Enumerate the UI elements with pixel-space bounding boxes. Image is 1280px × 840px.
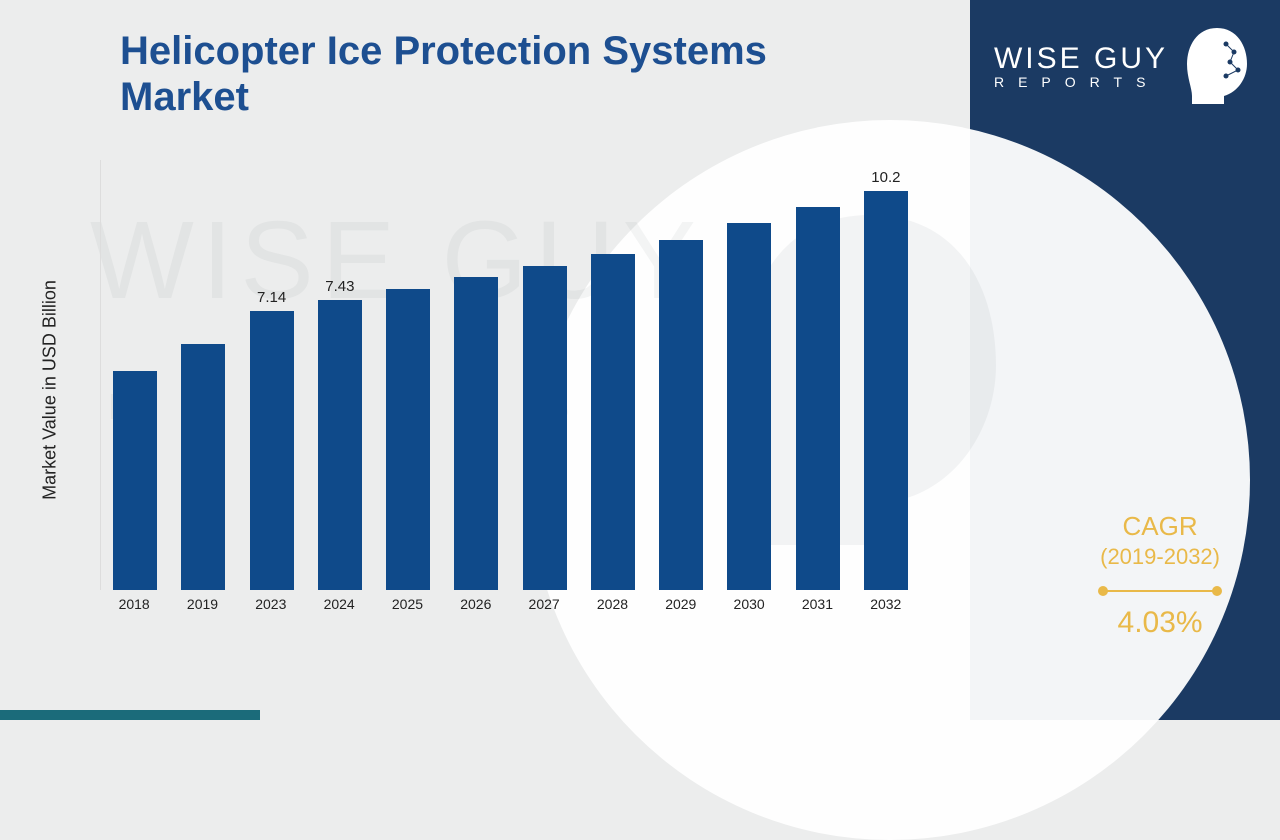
x-tick-label: 2030 (715, 590, 783, 620)
x-tick-label: 2029 (647, 590, 715, 620)
bar-value-label: 10.2 (871, 169, 900, 186)
bar-group (511, 266, 579, 590)
bar (864, 191, 908, 590)
x-tick-label: 2023 (237, 590, 305, 620)
bar-group (101, 371, 169, 590)
cagr-value: 4.03% (1100, 606, 1220, 640)
bar-group (784, 207, 852, 590)
cagr-years: (2019-2032) (1100, 544, 1220, 570)
bar (318, 300, 362, 590)
bar (454, 277, 498, 590)
cagr-block: CAGR (2019-2032) 4.03% (1100, 511, 1220, 640)
bar (250, 311, 294, 590)
bar-chart: Market Value in USD Billion 7.147.4310.2… (60, 160, 920, 620)
bar (727, 223, 771, 590)
chart-title: Helicopter Ice Protection Systems Market (120, 28, 880, 120)
bar-value-label: 7.43 (325, 278, 354, 295)
bottom-accent-bar (0, 710, 260, 720)
logo-line2: REPORTS (994, 74, 1168, 90)
bar (659, 240, 703, 590)
x-tick-label: 2032 (852, 590, 920, 620)
bar (113, 371, 157, 590)
x-tick-label: 2024 (305, 590, 373, 620)
bar (523, 266, 567, 590)
bar-value-label: 7.14 (257, 289, 286, 306)
x-tick-label: 2027 (510, 590, 578, 620)
logo-head-icon (1182, 26, 1252, 106)
x-tick-label: 2028 (578, 590, 646, 620)
bar-group (647, 240, 715, 590)
logo-line1: WISE GUY (994, 42, 1168, 76)
bar-group: 7.14 (238, 311, 306, 590)
bar (796, 207, 840, 590)
bar (181, 344, 225, 590)
x-axis: 2018201920232024202520262027202820292030… (100, 590, 920, 620)
bar-group (374, 289, 442, 590)
bar-group (715, 223, 783, 590)
logo-text: WISE GUY REPORTS (994, 42, 1168, 90)
bar-group (579, 254, 647, 590)
logo: WISE GUY REPORTS (994, 26, 1252, 106)
infographic-page: WISE GUYREPORTS Helicopter Ice Protectio… (0, 0, 1280, 720)
bar (591, 254, 635, 590)
cagr-title: CAGR (1100, 511, 1220, 542)
cagr-divider (1100, 590, 1220, 592)
x-tick-label: 2031 (783, 590, 851, 620)
x-tick-label: 2025 (373, 590, 441, 620)
bar-group (169, 344, 237, 590)
bar-group: 7.43 (306, 300, 374, 590)
bar (386, 289, 430, 590)
y-axis-label: Market Value in USD Billion (40, 280, 61, 500)
x-tick-label: 2026 (442, 590, 510, 620)
bar-group: 10.2 (852, 191, 920, 590)
x-tick-label: 2019 (168, 590, 236, 620)
x-tick-label: 2018 (100, 590, 168, 620)
plot-area: 7.147.4310.2 (100, 160, 920, 590)
bar-group (442, 277, 510, 590)
bars-container: 7.147.4310.2 (101, 160, 920, 590)
